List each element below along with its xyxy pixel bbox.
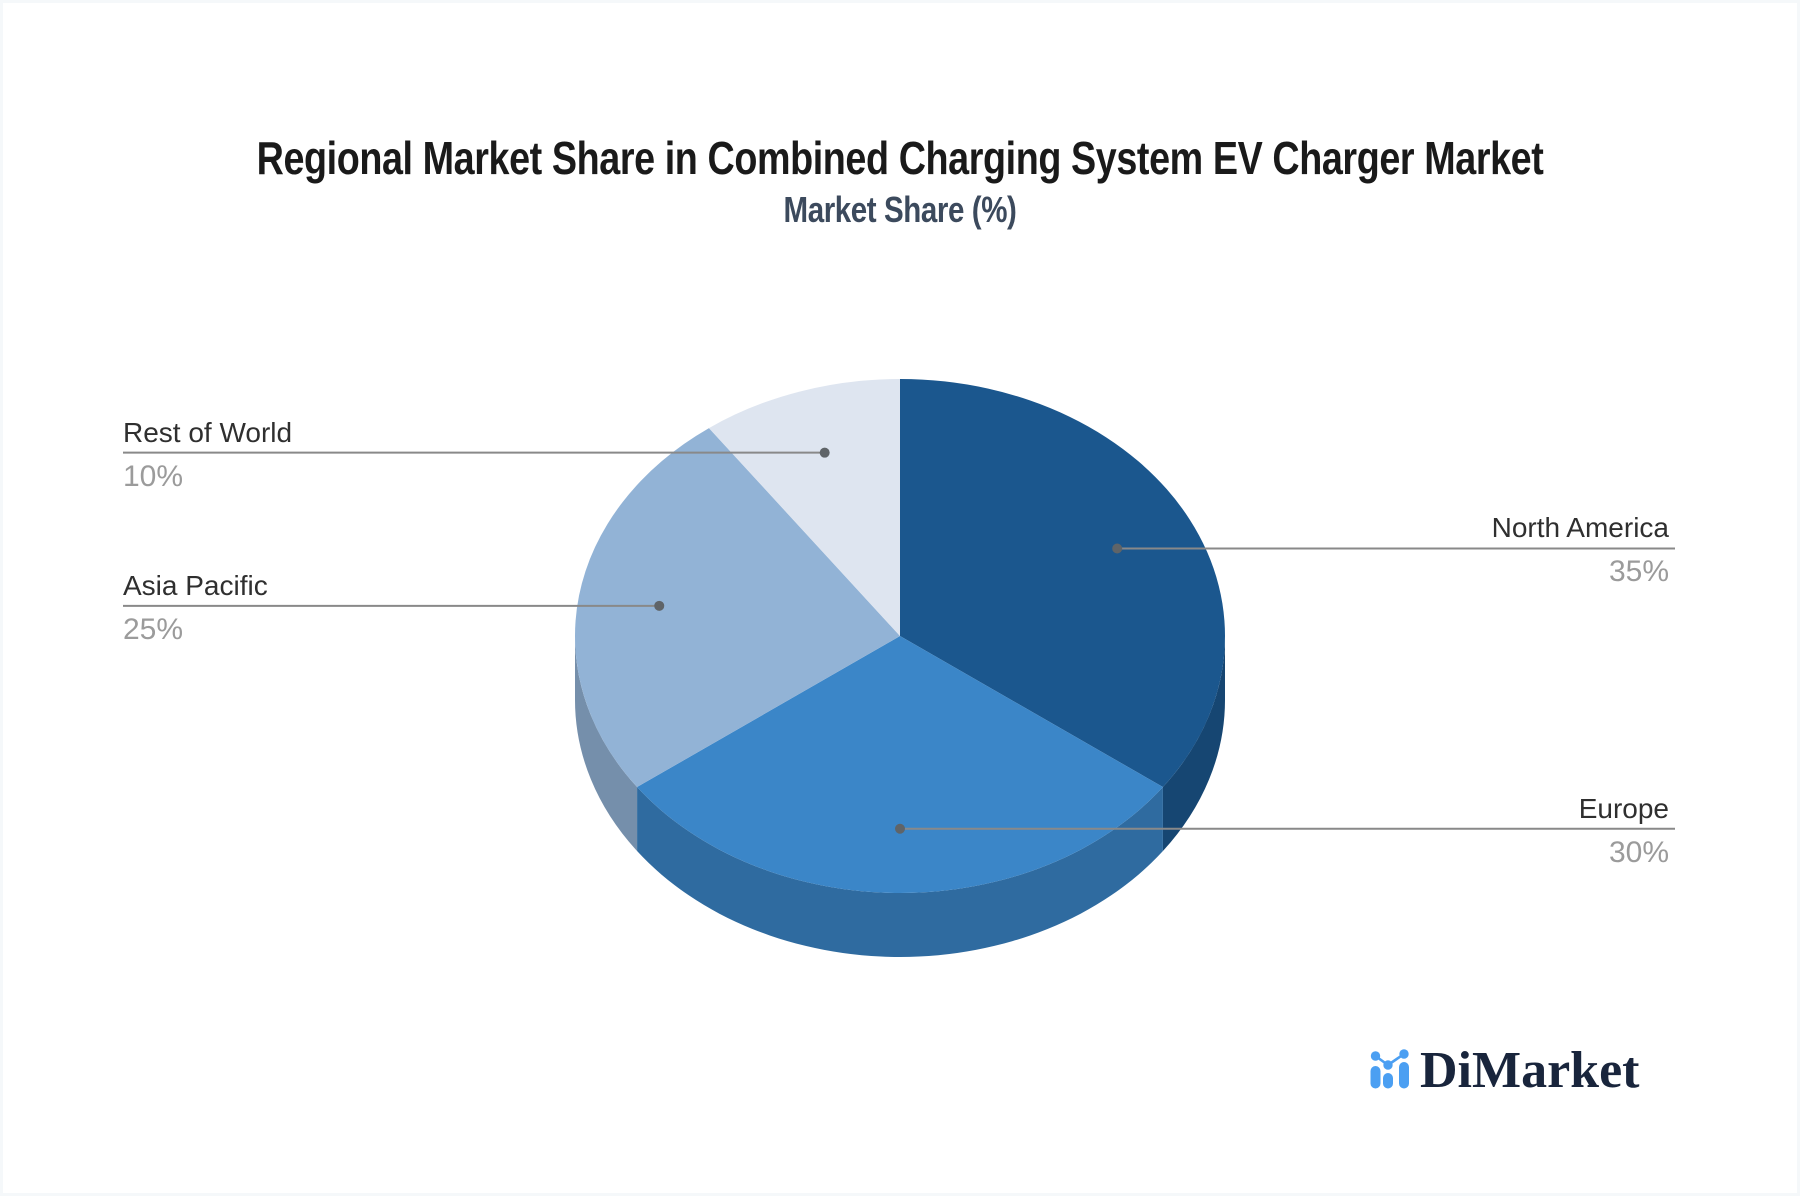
slice-label-europe: Europe 30% [1249,792,1669,869]
chart-title: Regional Market Share in Combined Chargi… [256,132,1544,184]
slice-label-north-america: North America 35% [1249,511,1669,588]
chart-subtitle: Market Share (%) [783,189,1017,230]
slice-name: Europe [1578,792,1669,824]
slice-name: North America [1491,512,1669,544]
pie-slice-wall-north-america [1162,636,1225,852]
pie-chart-3d [123,379,1675,958]
slice-value: 25% [123,612,184,646]
slice-value: 35% [1608,555,1669,589]
slice-value: 10% [123,459,184,493]
slice-name: Rest of World [123,416,293,448]
slice-value: 30% [1608,835,1669,869]
leader-dot-rest-of-world [819,447,830,458]
dimarket-logo: DiMarket [1363,1041,1683,1101]
pie-slice-asia-pacific [575,428,900,788]
slice-name: Asia Pacific [123,569,268,601]
pie-slice-north-america [900,379,1226,788]
slice-label-rest-of-world: Rest of World 10% [123,416,543,493]
logo-text: DiMarket [1420,1042,1640,1099]
slice-label-asia-pacific: Asia Pacific 25% [123,569,543,646]
leader-dot-asia-pacific [654,600,665,611]
leader-dot-north-america [1112,543,1123,554]
pie-slice-wall-asia-pacific [575,636,638,852]
pie-slice-wall-europe [637,787,1163,958]
pie-slice-rest-of-world [708,379,900,636]
bar-line-chart-icon [1370,1049,1409,1089]
leader-dot-europe [895,823,905,834]
